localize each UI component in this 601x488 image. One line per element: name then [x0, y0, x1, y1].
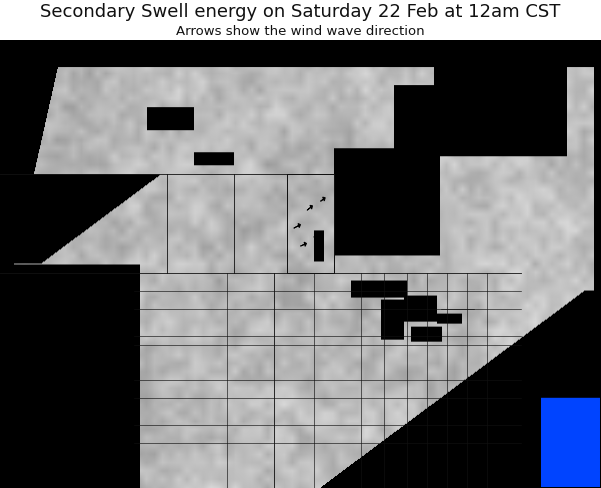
- FancyArrow shape: [300, 242, 307, 246]
- FancyArrow shape: [294, 224, 300, 228]
- Text: Secondary Swell energy on Saturday 22 Feb at 12am CST: Secondary Swell energy on Saturday 22 Fe…: [40, 3, 561, 21]
- Text: Arrows show the wind wave direction: Arrows show the wind wave direction: [176, 25, 425, 38]
- FancyArrow shape: [307, 205, 313, 210]
- FancyArrow shape: [314, 232, 319, 237]
- FancyArrow shape: [320, 197, 325, 201]
